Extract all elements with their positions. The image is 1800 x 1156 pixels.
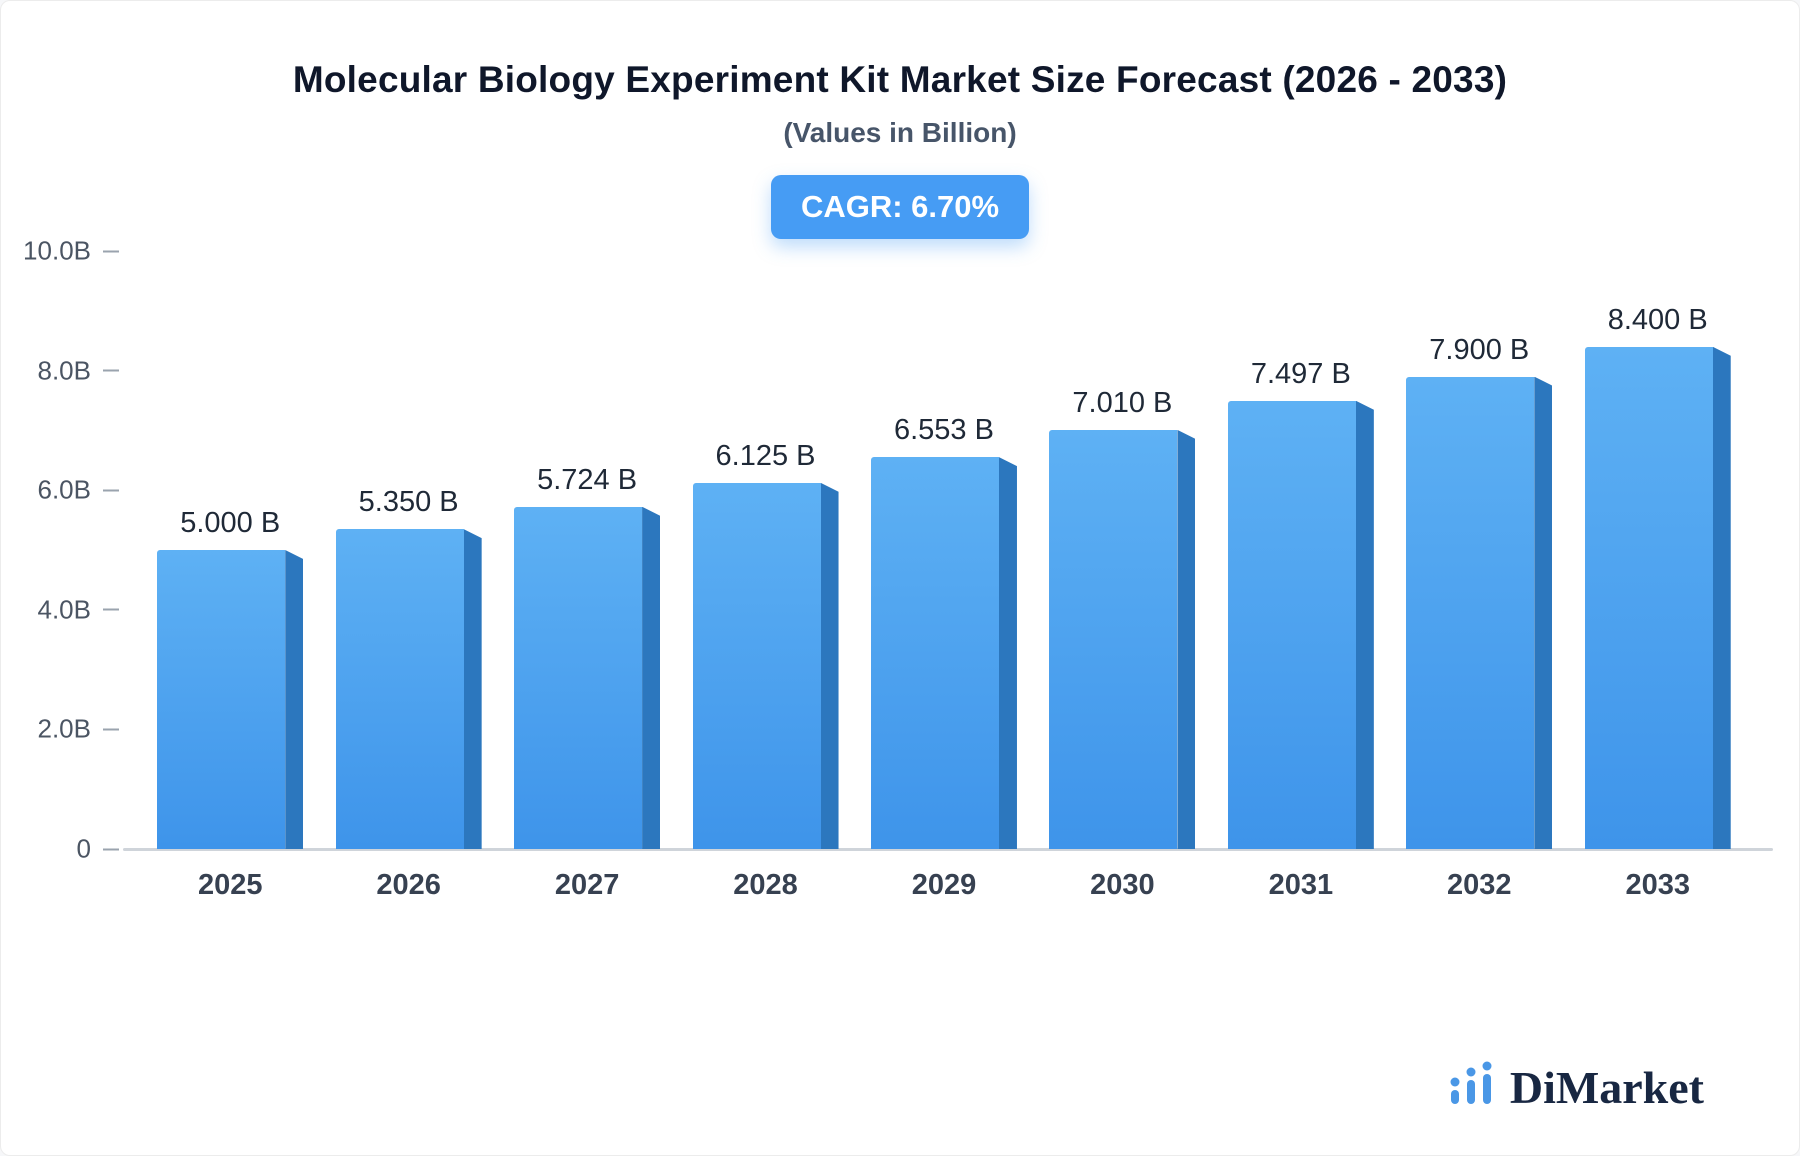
bar-front-face [157, 550, 286, 849]
bar-group: 6.125 B [676, 251, 854, 849]
y-tick: 6.0B [37, 474, 119, 506]
bar-chart: 5.000 B 5.350 B 5.724 B 6.125 B 6.553 B 7.010… [23, 236, 1773, 902]
bar-group: 7.497 B [1212, 251, 1390, 849]
bar[interactable] [1227, 400, 1374, 849]
bar-value-label: 7.010 B [1072, 386, 1173, 419]
y-tick: 10.0B [23, 236, 119, 267]
x-axis-label: 2029 [911, 869, 977, 901]
bar-front-face [1227, 400, 1356, 849]
y-axis-label: 2.0B [37, 713, 92, 744]
y-tick: 8.0B [37, 355, 119, 386]
bar-group: 6.553 B [855, 251, 1033, 849]
bar-group: 8.400 B [1569, 251, 1747, 849]
bars-row: 5.000 B 5.350 B 5.724 B 6.125 B 6.553 B 7.010… [129, 251, 1759, 849]
bar[interactable] [1584, 346, 1731, 849]
y-tick: 4.0B [37, 594, 119, 625]
brand-name: DiMarket [1509, 1062, 1704, 1113]
bar[interactable] [157, 550, 304, 849]
y-tick-mark [103, 250, 119, 252]
x-axis-labels: 2025 2026 2027 2028 2029 2030 2031 2032 2033 [129, 869, 1759, 902]
chart-header: Molecular Biology Experiment Kit Market … [1, 59, 1799, 149]
bar-value-label: 7.900 B [1429, 333, 1530, 366]
y-tick-mark [103, 369, 119, 372]
bar-front-face [870, 457, 999, 849]
y-axis-label: 8.0B [37, 355, 92, 386]
y-tick: 2.0B [37, 713, 119, 745]
cagr-badge-wrap: CAGR: 6.70% [1, 175, 1799, 239]
bar-side-face [285, 550, 304, 849]
bar-group: 5.724 B [498, 251, 676, 849]
bar[interactable] [514, 506, 661, 849]
bar-group: 5.350 B [319, 251, 497, 849]
bar-side-face [1177, 429, 1196, 849]
bar-value-label: 5.724 B [537, 463, 638, 496]
bar-side-face [998, 457, 1017, 849]
bar[interactable] [692, 482, 839, 849]
chart-subtitle: (Values in Billion) [783, 117, 1017, 148]
bar-side-face [820, 482, 839, 849]
y-axis-label: 0 [76, 833, 91, 864]
plot-area: 5.000 B 5.350 B 5.724 B 6.125 B 6.553 B 7.010… [23, 236, 1773, 864]
x-axis-label: 2031 [1268, 869, 1334, 901]
y-tick: 0 [77, 834, 119, 865]
x-axis-label: 2028 [733, 869, 798, 901]
bar-value-label: 8.400 B [1607, 303, 1708, 336]
y-axis-label: 6.0B [37, 474, 92, 505]
bar-front-face [514, 506, 643, 849]
bar[interactable] [1049, 429, 1196, 849]
bar-value-label: 7.497 B [1250, 357, 1351, 390]
y-tick-mark [103, 489, 119, 492]
y-axis-label: 4.0B [37, 594, 92, 625]
bar-side-face [1534, 376, 1553, 849]
x-axis-label: 2030 [1090, 869, 1155, 901]
bar[interactable] [1406, 376, 1553, 849]
bar-front-face [1584, 346, 1713, 849]
chart-title: Molecular Biology Experiment Kit Market … [292, 59, 1508, 100]
x-axis-label: 2033 [1625, 869, 1690, 901]
bar-front-face [1406, 376, 1535, 849]
x-axis-line [123, 848, 1773, 851]
y-tick-mark [103, 728, 119, 731]
bar-side-face [463, 529, 482, 849]
bar-value-label: 5.000 B [180, 507, 281, 539]
bar-front-face [692, 482, 821, 849]
bar-value-label: 6.553 B [893, 414, 994, 447]
y-tick-mark [103, 608, 119, 611]
x-axis-label: 2026 [376, 869, 441, 901]
bar-group: 7.010 B [1033, 251, 1211, 849]
bar-value-label: 5.350 B [358, 486, 459, 519]
bar-side-face [642, 506, 661, 849]
bar-front-face [335, 529, 464, 849]
y-tick-mark [103, 848, 119, 850]
dimarket-logo[interactable]: DiMarket [1448, 1058, 1704, 1111]
y-axis-label: 10.0B [23, 235, 91, 266]
x-axis-label: 2032 [1447, 869, 1512, 901]
x-axis-label: 2027 [554, 869, 620, 901]
bar-front-face [1049, 429, 1178, 849]
bar-side-face [1355, 400, 1374, 849]
bar[interactable] [870, 457, 1017, 849]
bar-value-label: 6.125 B [715, 439, 816, 472]
cagr-badge: CAGR: 6.70% [770, 175, 1030, 239]
bar[interactable] [335, 529, 482, 849]
bar-side-face [1712, 346, 1731, 849]
x-axis-label: 2025 [197, 869, 263, 901]
bar-chart-icon [1448, 1058, 1496, 1111]
bar-group: 5.000 B [141, 251, 319, 849]
bar-group: 7.900 B [1390, 251, 1568, 849]
